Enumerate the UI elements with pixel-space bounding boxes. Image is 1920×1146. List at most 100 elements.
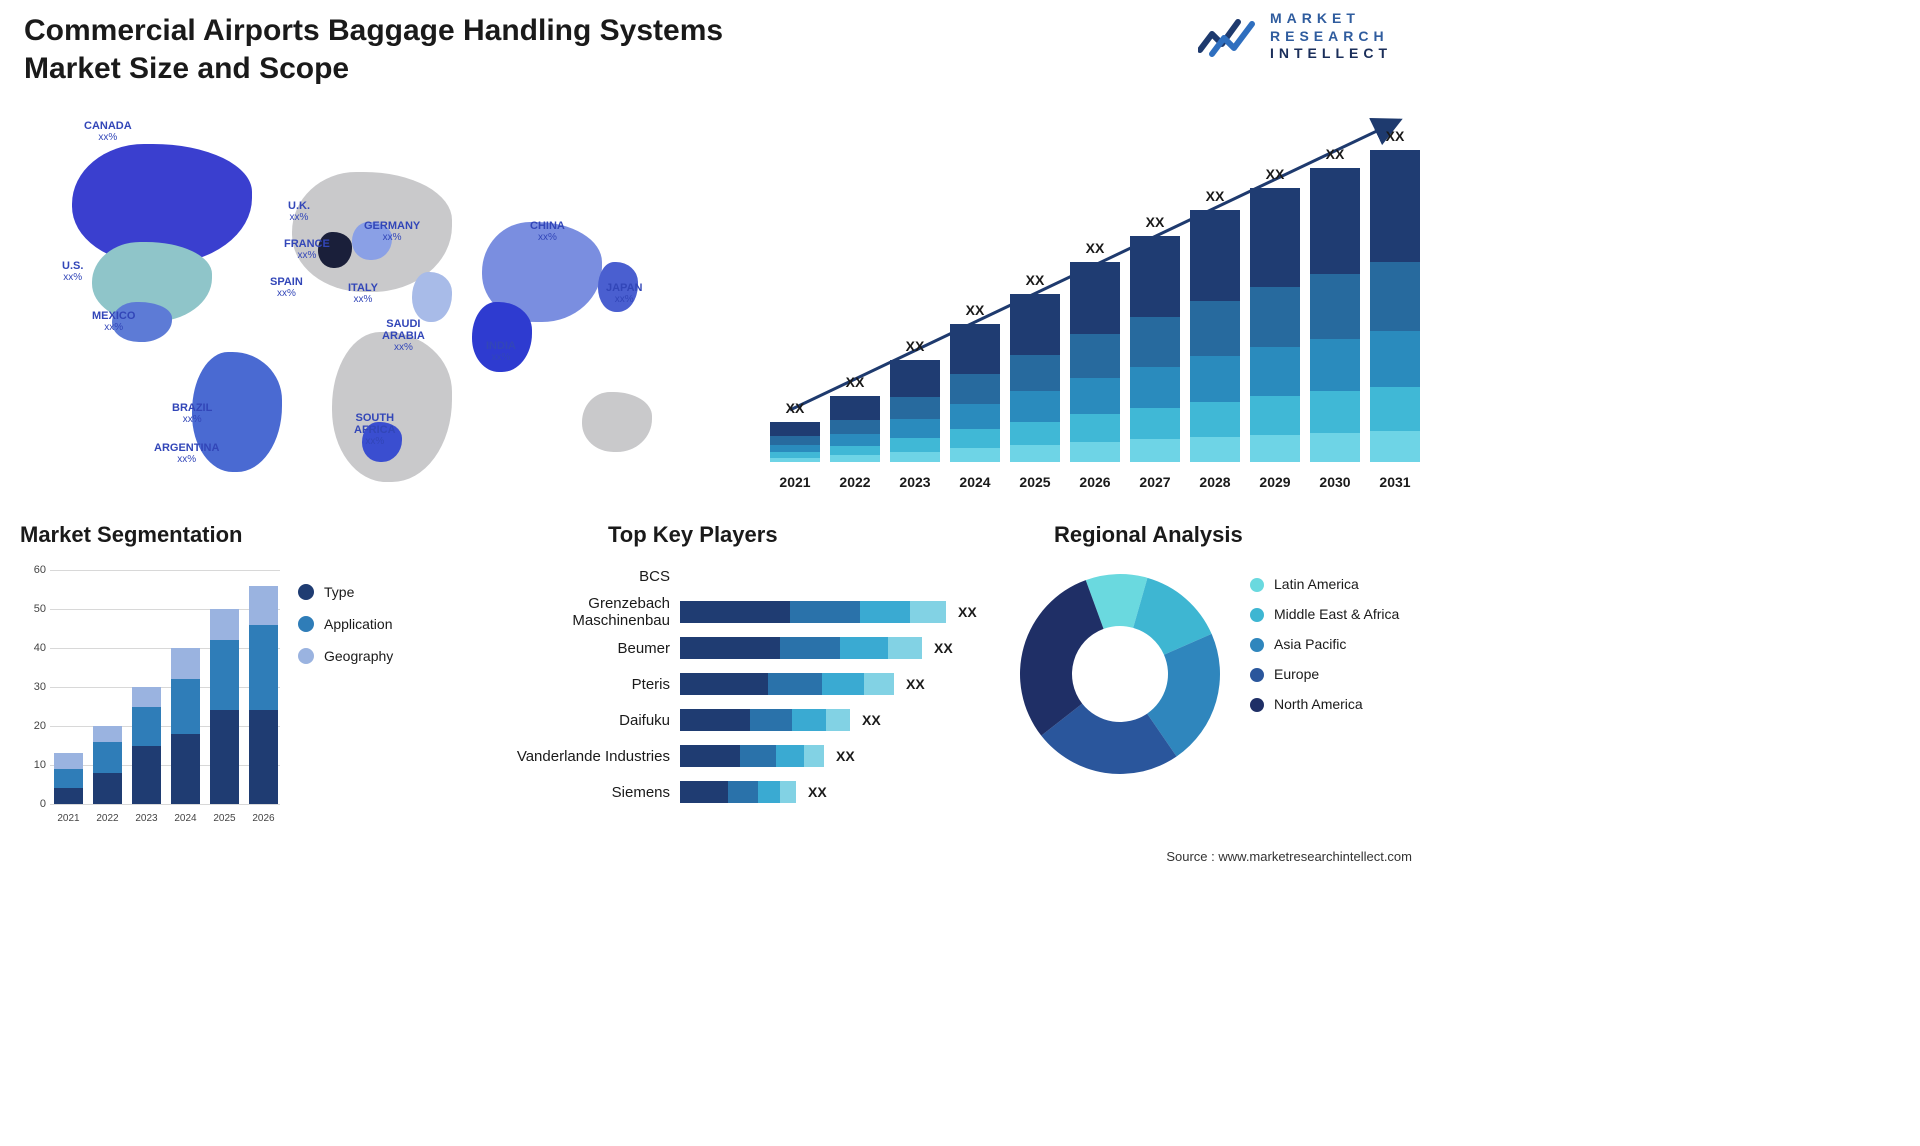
legend-label: Geography bbox=[324, 648, 393, 664]
map-label: ITALYxx% bbox=[348, 282, 378, 305]
keyplayer-value: XX bbox=[862, 712, 881, 728]
legend-dot-icon bbox=[1250, 638, 1264, 652]
growth-bar-segment bbox=[1010, 294, 1060, 354]
segmentation-x-label: 2021 bbox=[54, 813, 83, 824]
growth-bar-segment bbox=[1010, 445, 1060, 462]
growth-bar-segment bbox=[830, 396, 880, 420]
legend-label: Type bbox=[324, 584, 354, 600]
y-axis-label: 60 bbox=[20, 564, 46, 576]
growth-bar-label: XX bbox=[906, 338, 925, 354]
growth-year-label: 2030 bbox=[1310, 474, 1360, 490]
keyplayer-bar: XX bbox=[680, 673, 980, 695]
keyplayer-segment bbox=[758, 781, 780, 803]
y-axis-label: 0 bbox=[20, 798, 46, 810]
growth-bar-segment bbox=[1310, 274, 1360, 339]
keyplayer-segment bbox=[888, 637, 922, 659]
growth-bar-segment bbox=[950, 374, 1000, 404]
growth-bar: XX bbox=[890, 338, 940, 462]
segmentation-bar bbox=[210, 609, 239, 804]
growth-bar-segment bbox=[1370, 387, 1420, 431]
y-axis-label: 30 bbox=[20, 681, 46, 693]
segmentation-bar bbox=[249, 586, 278, 804]
segmentation-x-label: 2025 bbox=[210, 813, 239, 824]
logo-text: MARKET RESEARCH INTELLECT bbox=[1270, 10, 1392, 63]
keyplayer-label: Beumer bbox=[490, 640, 680, 657]
segmentation-x-label: 2026 bbox=[249, 813, 278, 824]
growth-bar-label: XX bbox=[1206, 188, 1225, 204]
growth-bar-segment bbox=[1250, 347, 1300, 396]
keyplayer-label: Daifuku bbox=[490, 712, 680, 729]
legend-dot-icon bbox=[1250, 698, 1264, 712]
keyplayer-label: BCS bbox=[490, 568, 680, 585]
gridline bbox=[50, 804, 280, 805]
map-region bbox=[412, 272, 452, 322]
keyplayer-row: SiemensXX bbox=[490, 776, 980, 808]
growth-bar-segment bbox=[890, 397, 940, 419]
legend-label: Latin America bbox=[1274, 576, 1359, 592]
keyplayer-bar: XX bbox=[680, 745, 980, 767]
y-axis-label: 10 bbox=[20, 759, 46, 771]
logo-line3: INTELLECT bbox=[1270, 45, 1392, 63]
segmentation-bar bbox=[171, 648, 200, 804]
map-region bbox=[332, 332, 452, 482]
growth-bar-segment bbox=[1310, 391, 1360, 432]
growth-bar-label: XX bbox=[1146, 214, 1165, 230]
growth-year-label: 2027 bbox=[1130, 474, 1180, 490]
segmentation-legend-item: Application bbox=[298, 616, 393, 632]
segmentation-segment bbox=[249, 625, 278, 711]
y-axis-label: 20 bbox=[20, 720, 46, 732]
growth-bar-segment bbox=[1250, 435, 1300, 462]
legend-label: Middle East & Africa bbox=[1274, 606, 1399, 622]
growth-bar-segment bbox=[830, 420, 880, 435]
growth-bar-segment bbox=[890, 438, 940, 452]
growth-bar-segment bbox=[1070, 378, 1120, 414]
y-axis-label: 40 bbox=[20, 642, 46, 654]
growth-bar-label: XX bbox=[1026, 272, 1045, 288]
growth-bar-segment bbox=[1010, 422, 1060, 446]
growth-bar-segment bbox=[1190, 402, 1240, 437]
growth-bar: XX bbox=[1250, 166, 1300, 462]
growth-bar: XX bbox=[950, 302, 1000, 462]
growth-bar-segment bbox=[770, 422, 820, 436]
segmentation-segment bbox=[132, 746, 161, 805]
map-label: MEXICOxx% bbox=[92, 310, 135, 333]
keyplayer-segment bbox=[826, 709, 850, 731]
growth-bar-segment bbox=[1130, 317, 1180, 367]
legend-dot-icon bbox=[1250, 578, 1264, 592]
growth-bar-segment bbox=[950, 429, 1000, 448]
growth-bar-segment bbox=[770, 458, 820, 462]
keyplayer-value: XX bbox=[836, 748, 855, 764]
growth-bar: XX bbox=[1370, 128, 1420, 462]
map-label: CANADAxx% bbox=[84, 120, 132, 143]
keyplayer-segment bbox=[790, 601, 860, 623]
growth-bar-segment bbox=[1190, 356, 1240, 401]
legend-dot-icon bbox=[298, 616, 314, 632]
growth-year-label: 2026 bbox=[1070, 474, 1120, 490]
segmentation-segment bbox=[210, 609, 239, 640]
keyplayer-segment bbox=[728, 781, 758, 803]
growth-bar-segment bbox=[1310, 168, 1360, 274]
map-label: JAPANxx% bbox=[606, 282, 642, 305]
keyplayer-segment bbox=[776, 745, 804, 767]
segmentation-segment bbox=[54, 769, 83, 789]
segmentation-x-label: 2022 bbox=[93, 813, 122, 824]
map-label: SPAINxx% bbox=[270, 276, 303, 299]
growth-bar-segment bbox=[1370, 150, 1420, 262]
legend-dot-icon bbox=[298, 584, 314, 600]
segmentation-segment bbox=[171, 679, 200, 734]
growth-bar-segment bbox=[1310, 339, 1360, 392]
growth-bar: XX bbox=[1070, 240, 1120, 462]
segmentation-chart: 202120222023202420252026 0102030405060 bbox=[20, 560, 280, 830]
growth-year-label: 2029 bbox=[1250, 474, 1300, 490]
keyplayer-row: Grenzebach MaschinenbauXX bbox=[490, 596, 980, 628]
growth-bar-segment bbox=[1070, 262, 1120, 334]
growth-bar-segment bbox=[890, 452, 940, 462]
segmentation-segment bbox=[132, 687, 161, 707]
segmentation-legend-item: Type bbox=[298, 584, 393, 600]
keyplayer-row: Daifuku XX bbox=[490, 704, 980, 736]
growth-year-label: 2024 bbox=[950, 474, 1000, 490]
growth-bar: XX bbox=[770, 400, 820, 462]
growth-bar-segment bbox=[1250, 287, 1300, 347]
growth-bar-label: XX bbox=[966, 302, 985, 318]
growth-bar: XX bbox=[1190, 188, 1240, 462]
